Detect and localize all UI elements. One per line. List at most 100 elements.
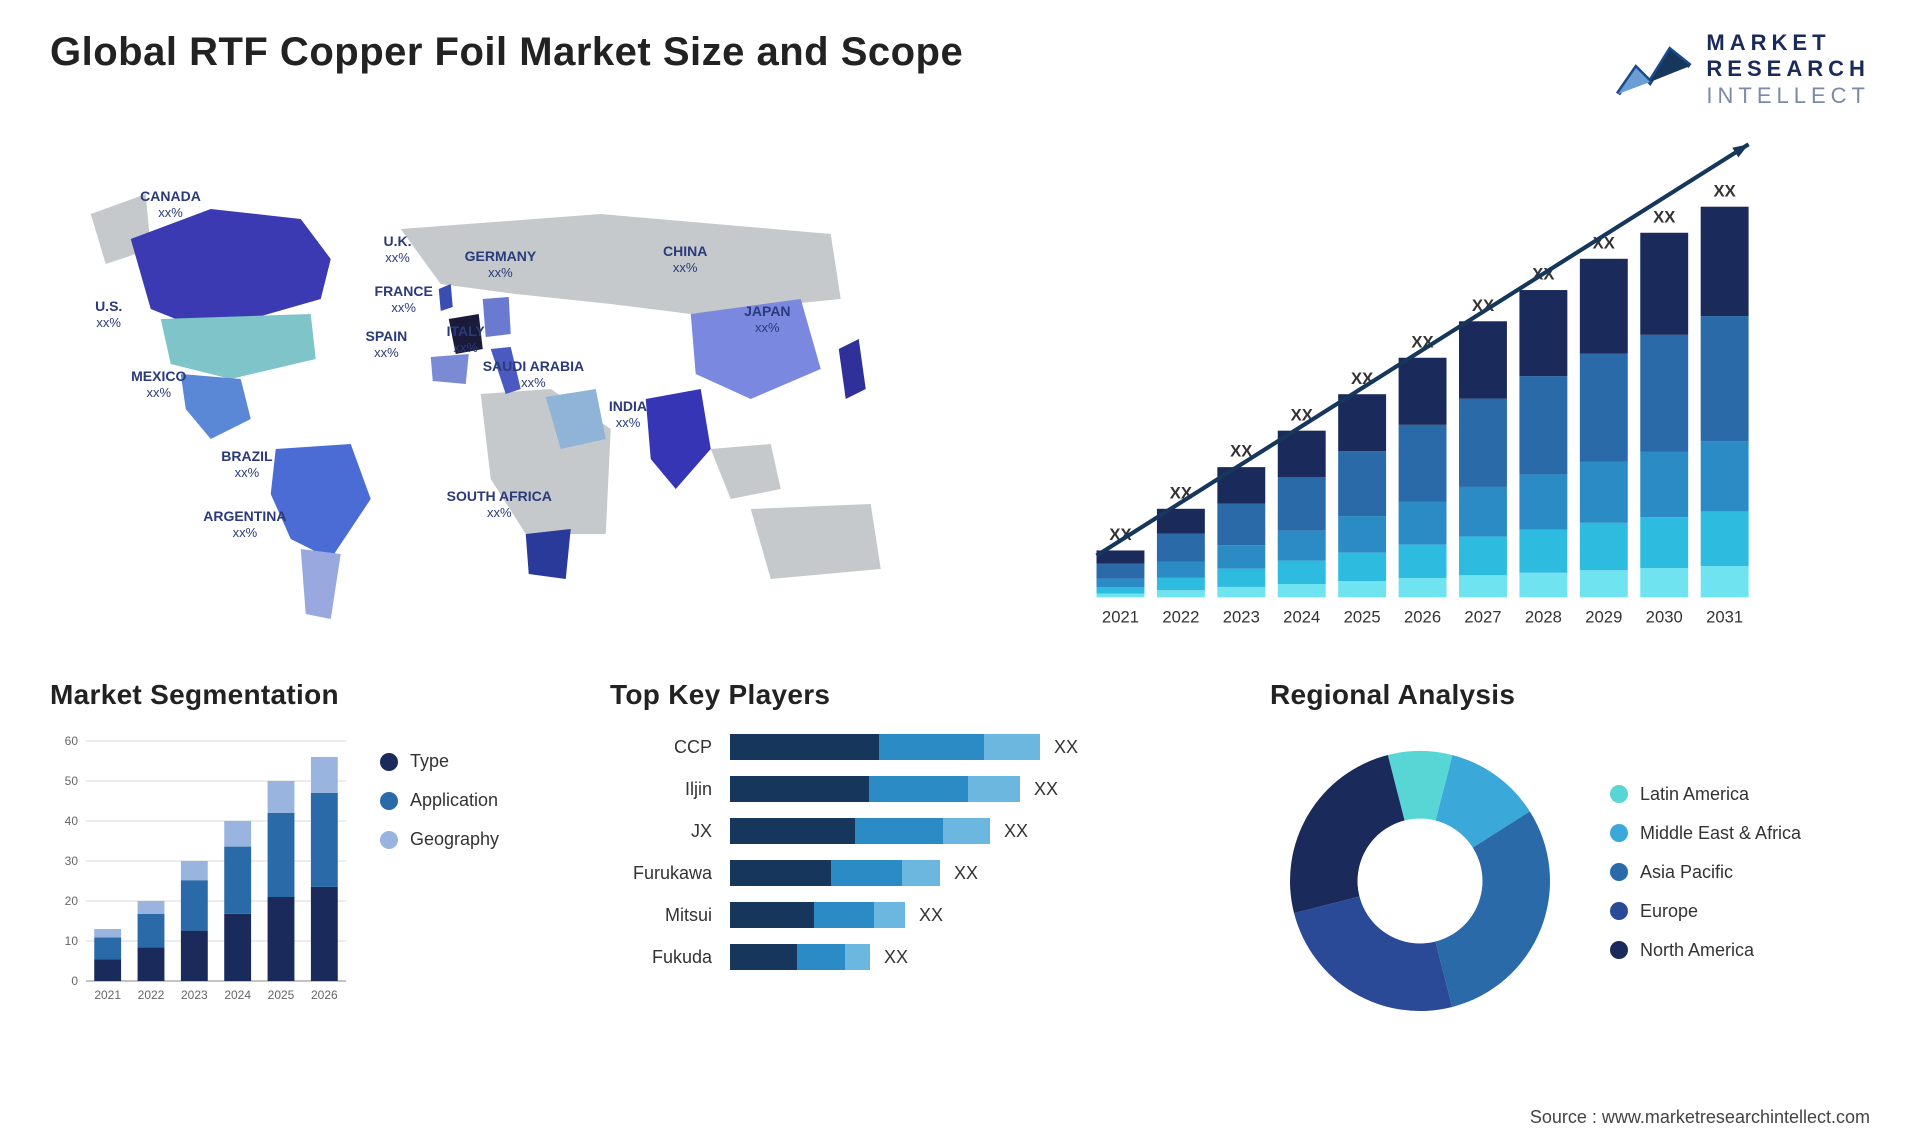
growth-bar-chart: XX2021XX2022XX2023XX2024XX2025XX2026XX20… <box>1011 139 1870 639</box>
growth-bar-seg <box>1459 487 1507 537</box>
player-bar-seg <box>814 902 874 928</box>
segmentation-bar-chart: 0102030405060202120222023202420252026 <box>50 731 350 1011</box>
seg-year-label: 2025 <box>268 988 295 1002</box>
player-bar-seg <box>730 818 855 844</box>
player-bar-seg <box>943 818 990 844</box>
legend-label: Application <box>410 790 498 811</box>
player-value: XX <box>1004 821 1028 842</box>
seg-bar-seg <box>311 757 338 793</box>
player-row: CCPXX <box>610 731 1230 763</box>
players-title: Top Key Players <box>610 679 1230 711</box>
legend-label: Asia Pacific <box>1640 862 1733 883</box>
map-label-southafrica: SOUTH AFRICAxx% <box>447 489 552 520</box>
growth-bar-seg <box>1399 578 1447 597</box>
player-bar-seg <box>730 776 869 802</box>
legend-swatch <box>380 831 398 849</box>
growth-bar-seg <box>1580 259 1628 354</box>
seg-bar-seg <box>138 914 165 948</box>
seg-bar-seg <box>181 861 208 880</box>
growth-bar-seg <box>1580 462 1628 523</box>
legend-label: Latin America <box>1640 784 1749 805</box>
growth-bar-seg <box>1580 523 1628 570</box>
growth-bar-seg <box>1097 579 1145 587</box>
player-bar-seg <box>730 944 797 970</box>
seg-bar-seg <box>138 901 165 914</box>
map-label-uk: U.K.xx% <box>384 234 412 265</box>
page-title: Global RTF Copper Foil Market Size and S… <box>50 30 963 75</box>
svg-text:0: 0 <box>71 974 78 988</box>
region-legend-item: Asia Pacific <box>1610 862 1870 883</box>
brand-logo: MARKET RESEARCH INTELLECT <box>1614 30 1870 109</box>
seg-legend-item: Geography <box>380 829 570 850</box>
players-panel: Top Key Players CCPXX IljinXX JXXX Furukawa… <box>610 679 1230 1031</box>
player-name: Mitsui <box>610 905 730 926</box>
logo-line1: MARKET <box>1706 30 1870 56</box>
growth-bar-seg <box>1399 358 1447 425</box>
legend-label: North America <box>1640 940 1754 961</box>
growth-bar-seg <box>1157 534 1205 562</box>
growth-bar-seg <box>1097 564 1145 579</box>
region-legend-item: North America <box>1610 940 1870 961</box>
growth-bar-seg <box>1278 561 1326 584</box>
legend-swatch <box>1610 824 1628 842</box>
svg-text:30: 30 <box>65 854 79 868</box>
growth-bar-seg <box>1459 575 1507 597</box>
growth-bar-seg <box>1278 584 1326 597</box>
map-label-spain: SPAINxx% <box>366 329 408 360</box>
region-legend-item: Middle East & Africa <box>1610 823 1870 844</box>
player-bar-seg <box>855 818 943 844</box>
player-bar-seg <box>869 776 968 802</box>
map-label-canada: CANADAxx% <box>140 189 201 220</box>
player-name: Furukawa <box>610 863 730 884</box>
map-label-germany: GERMANYxx% <box>465 249 537 280</box>
map-label-mexico: MEXICOxx% <box>131 369 186 400</box>
seg-legend-item: Application <box>380 790 570 811</box>
seg-bar-seg <box>224 914 251 981</box>
segmentation-panel: Market Segmentation 01020304050602021202… <box>50 679 570 1031</box>
player-bar-seg <box>968 776 1020 802</box>
growth-year-label: 2031 <box>1707 608 1744 627</box>
player-row: IljinXX <box>610 773 1230 805</box>
legend-swatch <box>1610 863 1628 881</box>
player-bar <box>730 902 905 928</box>
growth-bar-seg <box>1157 578 1205 590</box>
growth-year-label: 2021 <box>1102 608 1139 627</box>
player-bar-seg <box>874 902 906 928</box>
svg-text:20: 20 <box>65 894 79 908</box>
player-bar-seg <box>902 860 940 886</box>
map-country-spain <box>431 354 469 384</box>
player-row: JXXX <box>610 815 1230 847</box>
growth-bar-seg <box>1339 516 1387 553</box>
regional-panel: Regional Analysis Latin AmericaMiddle Ea… <box>1270 679 1870 1031</box>
growth-bar-seg <box>1399 425 1447 502</box>
player-bar-seg <box>831 860 902 886</box>
player-row: FukudaXX <box>610 941 1230 973</box>
map-label-brazil: BRAZILxx% <box>221 449 272 480</box>
player-value: XX <box>919 905 943 926</box>
seg-year-label: 2024 <box>224 988 251 1002</box>
player-bar <box>730 734 1040 760</box>
growth-arrow-head <box>1733 144 1749 157</box>
seg-bar-seg <box>94 959 121 981</box>
map-country-safrica <box>526 529 571 579</box>
segmentation-legend: TypeApplicationGeography <box>380 731 570 1016</box>
growth-bar-seg <box>1339 451 1387 516</box>
legend-swatch <box>380 792 398 810</box>
map-country-germany <box>483 297 511 337</box>
player-value: XX <box>954 863 978 884</box>
map-country-india <box>646 389 711 489</box>
logo-line3: INTELLECT <box>1706 83 1870 109</box>
player-value: XX <box>1054 737 1078 758</box>
legend-label: Middle East & Africa <box>1640 823 1801 844</box>
growth-bar-seg <box>1701 512 1749 567</box>
source-text: Source : www.marketresearchintellect.com <box>1530 1107 1870 1128</box>
growth-bar-seg <box>1218 545 1266 568</box>
map-country-uk <box>439 284 453 311</box>
growth-bar-seg <box>1701 441 1749 511</box>
map-label-china: CHINAxx% <box>663 244 707 275</box>
player-name: Fukuda <box>610 947 730 968</box>
player-bar <box>730 776 1020 802</box>
map-label-japan: JAPANxx% <box>744 304 790 335</box>
growth-bar-seg <box>1580 570 1628 597</box>
growth-bar-seg <box>1701 566 1749 597</box>
